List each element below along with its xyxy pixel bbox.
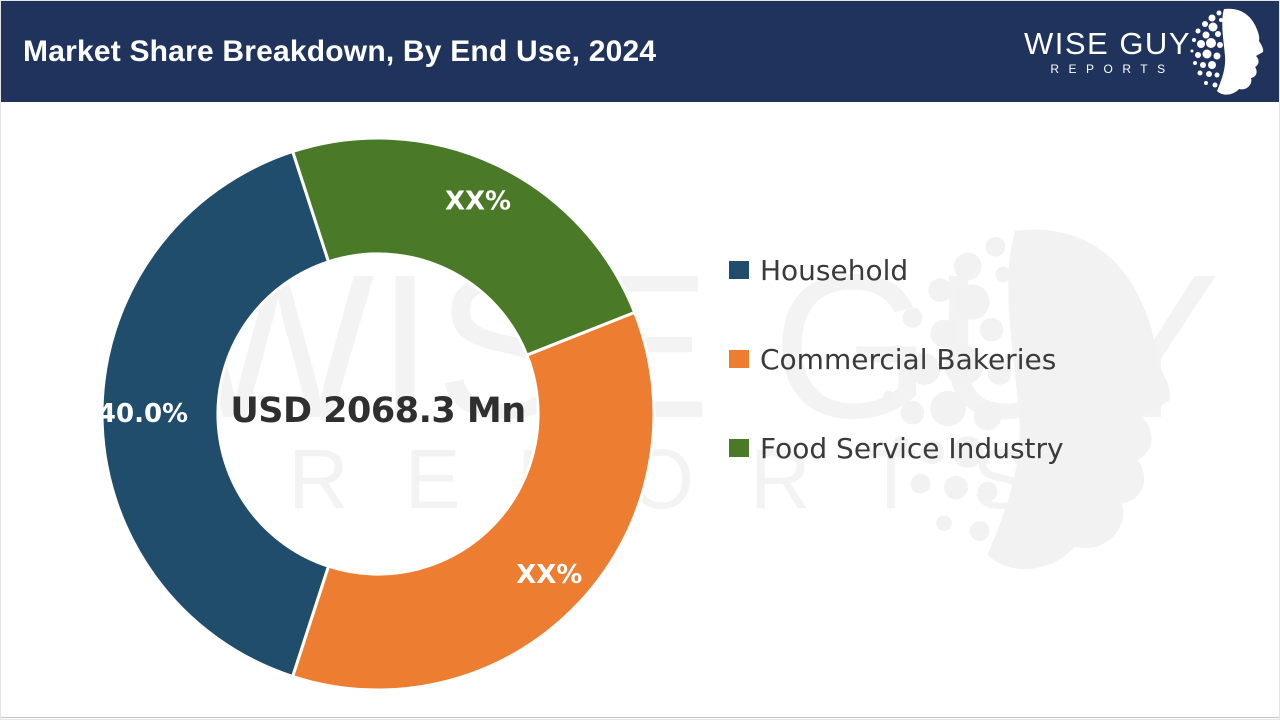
legend-label: Commercial Bakeries — [760, 342, 1057, 376]
header: Market Share Breakdown, By End Use, 2024… — [1, 1, 1279, 102]
logo-subtitle: REPORTS — [1050, 62, 1175, 76]
wise-guy-logo: WISE GUY REPORTS — [1024, 7, 1269, 97]
donut-slice-food-service-industry — [291, 136, 637, 357]
legend-swatch — [729, 261, 749, 279]
legend-label: Food Service Industry — [760, 431, 1064, 465]
page-title: Market Share Breakdown, By End Use, 2024 — [23, 34, 657, 68]
legend-swatch — [729, 439, 749, 457]
bottom-divider — [1, 717, 1279, 718]
donut-center-value: USD 2068.3 Mn — [230, 391, 526, 431]
slice-label-food-service-industry: XX% — [445, 186, 511, 216]
legend-swatch — [729, 350, 749, 368]
donut-slice-household — [100, 150, 331, 678]
logo-face-icon — [1190, 8, 1264, 95]
legend-item-commercial-bakeries: Commercial Bakeries — [729, 342, 1064, 376]
legend: Household Commercial Bakeries Food Servi… — [729, 253, 1064, 465]
watermark-subtitle: REPORTS — [288, 432, 1085, 526]
logo-text: WISE GUY REPORTS — [1024, 28, 1191, 75]
logo-wordmark: WISE GUY — [1023, 26, 1191, 61]
legend-item-food-service-industry: Food Service Industry — [729, 431, 1064, 465]
legend-label: Household — [760, 253, 909, 287]
slice-label-commercial-bakeries: XX% — [516, 560, 582, 590]
donut-slice-commercial-bakeries — [291, 310, 656, 692]
legend-item-household: Household — [729, 253, 1064, 287]
slice-label-household: 40.0% — [98, 399, 188, 429]
